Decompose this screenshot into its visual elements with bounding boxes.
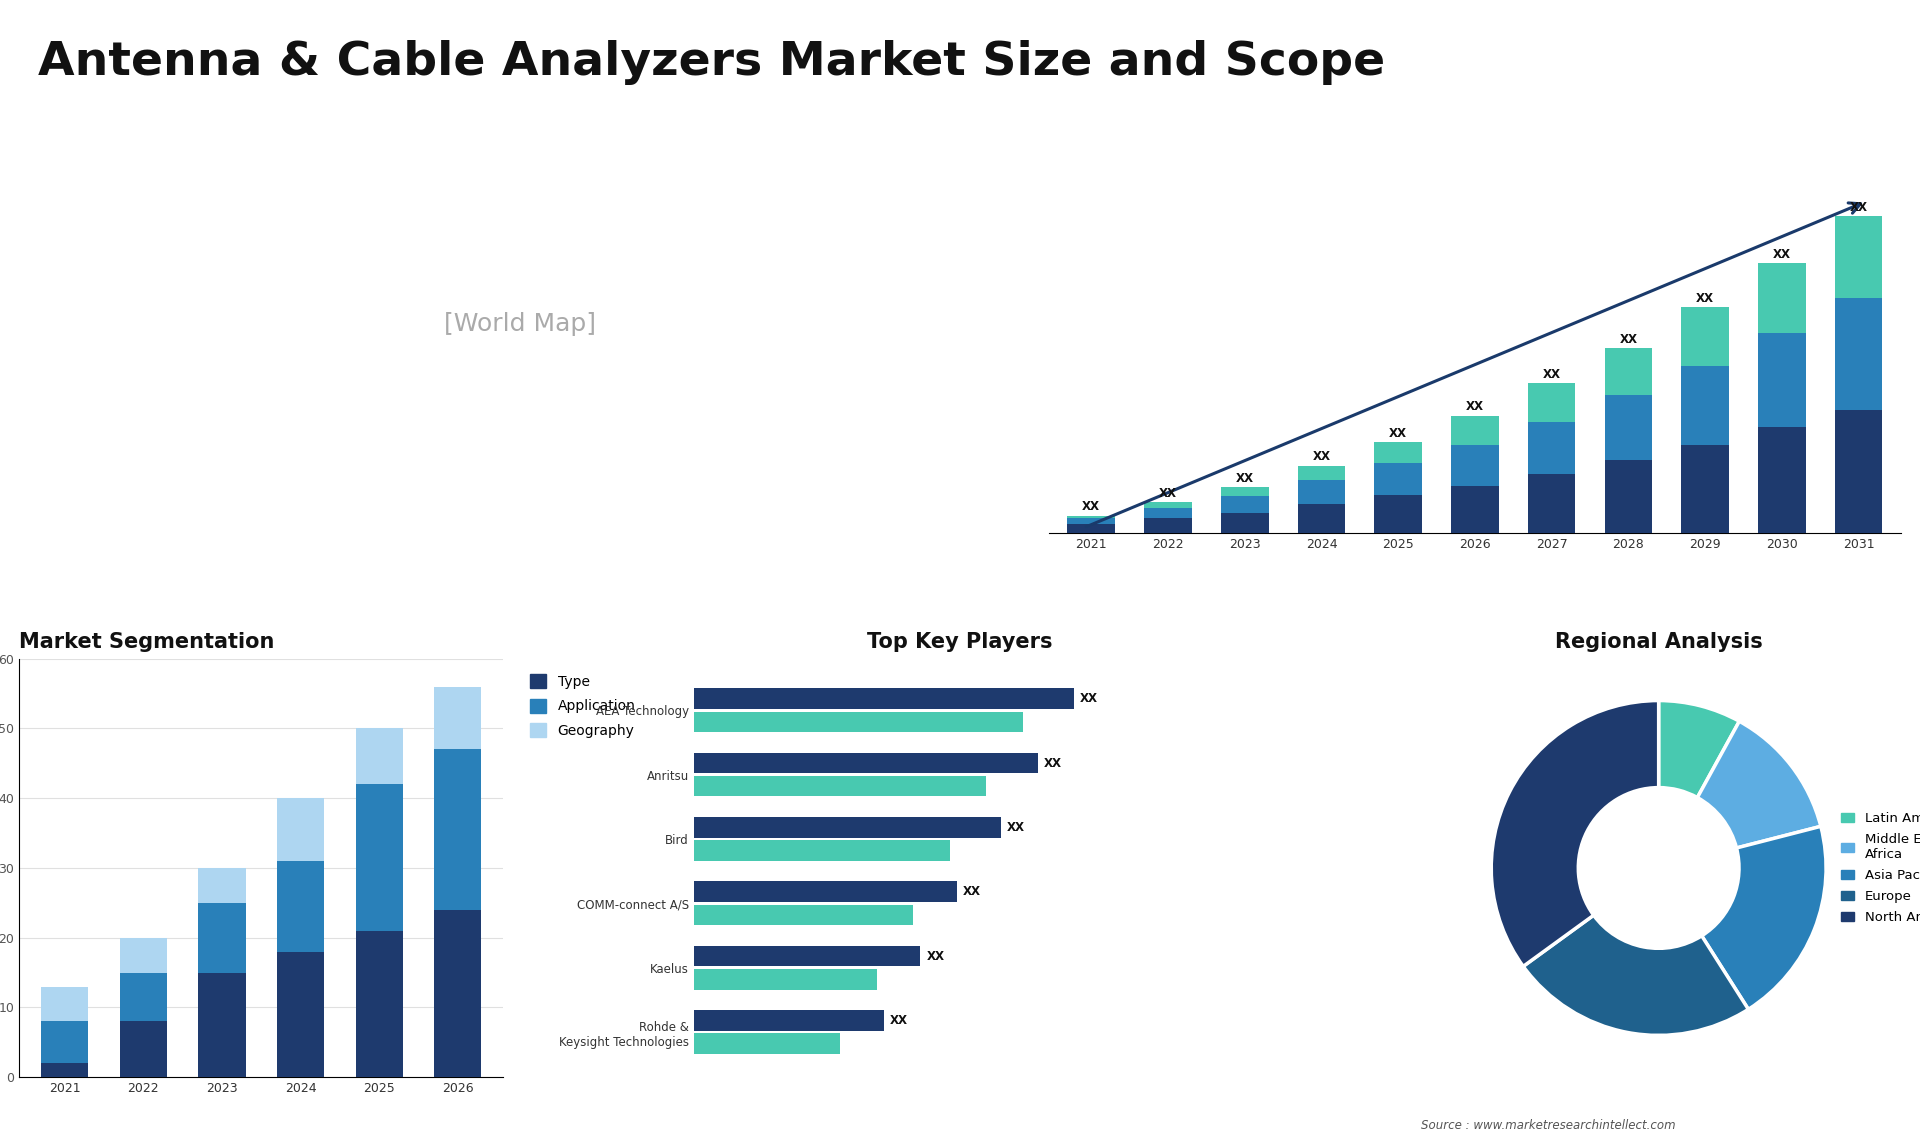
Text: XX: XX <box>1619 332 1638 346</box>
Bar <box>1452 445 1500 486</box>
Text: XX: XX <box>1081 692 1098 705</box>
Bar <box>198 903 246 973</box>
Text: XX: XX <box>889 1014 908 1027</box>
Bar <box>693 970 877 990</box>
Text: XX: XX <box>1695 292 1715 305</box>
Text: Source : www.marketresearchintellect.com: Source : www.marketresearchintellect.com <box>1421 1120 1676 1132</box>
Bar <box>276 861 324 951</box>
Bar <box>1144 518 1192 533</box>
Text: Antenna & Cable Analyzers Market Size and Scope: Antenna & Cable Analyzers Market Size an… <box>38 40 1386 85</box>
Wedge shape <box>1523 916 1749 1035</box>
Bar <box>693 1011 883 1031</box>
Bar <box>434 686 482 749</box>
Wedge shape <box>1701 826 1826 1010</box>
Text: MARKET: MARKET <box>1759 34 1801 44</box>
Text: XX: XX <box>1390 426 1407 440</box>
Bar <box>1221 512 1269 533</box>
Text: INTELLECT: INTELLECT <box>1759 77 1812 86</box>
Bar <box>1375 463 1423 495</box>
Bar <box>355 729 403 784</box>
Bar <box>40 987 88 1021</box>
Text: XX: XX <box>1542 368 1561 382</box>
Bar <box>1759 427 1805 533</box>
Bar <box>693 776 987 796</box>
Bar <box>119 937 167 973</box>
Legend: Type, Application, Geography: Type, Application, Geography <box>530 674 636 738</box>
Bar <box>1836 217 1882 298</box>
Text: XX: XX <box>1467 400 1484 414</box>
Text: XX: XX <box>1313 450 1331 463</box>
Text: Market Segmentation: Market Segmentation <box>19 631 275 652</box>
Bar <box>693 817 1000 838</box>
Text: XX: XX <box>1236 472 1254 485</box>
Bar <box>1528 422 1576 474</box>
Bar <box>693 904 914 925</box>
Bar <box>1452 486 1500 533</box>
Bar <box>1298 465 1346 480</box>
Bar <box>1221 496 1269 512</box>
Bar <box>1605 460 1653 533</box>
Bar <box>40 1021 88 1063</box>
Wedge shape <box>1659 700 1740 798</box>
Bar <box>1528 384 1576 422</box>
Bar <box>1528 474 1576 533</box>
Bar <box>40 1063 88 1077</box>
Bar <box>276 951 324 1077</box>
Bar <box>693 753 1037 774</box>
Text: XX: XX <box>1043 756 1062 769</box>
Bar <box>1759 333 1805 427</box>
Bar <box>1759 264 1805 333</box>
Bar <box>1068 525 1116 533</box>
Bar <box>693 712 1023 732</box>
Bar <box>1452 416 1500 445</box>
Bar <box>1682 307 1728 366</box>
Bar <box>355 931 403 1077</box>
Bar <box>434 749 482 910</box>
Text: RESEARCH: RESEARCH <box>1759 56 1812 64</box>
Bar <box>1298 504 1346 533</box>
Bar <box>1836 298 1882 410</box>
Bar <box>693 1034 839 1054</box>
Bar <box>1221 487 1269 496</box>
Text: XX: XX <box>1772 248 1791 260</box>
Bar <box>276 799 324 861</box>
Bar <box>1605 395 1653 460</box>
Text: XX: XX <box>925 950 945 963</box>
Text: [World Map]: [World Map] <box>444 312 597 336</box>
Bar <box>1375 442 1423 463</box>
Bar <box>1375 495 1423 533</box>
Bar <box>1682 366 1728 445</box>
Bar <box>1836 410 1882 533</box>
Bar <box>693 840 950 861</box>
Bar <box>693 945 920 966</box>
Bar <box>198 973 246 1077</box>
Bar <box>1144 508 1192 518</box>
Bar <box>693 881 956 902</box>
Polygon shape <box>1663 31 1732 85</box>
Circle shape <box>1578 787 1740 949</box>
Text: XX: XX <box>1849 201 1868 213</box>
Text: XX: XX <box>1006 821 1025 834</box>
Title: Top Key Players: Top Key Players <box>868 631 1052 652</box>
Bar <box>693 689 1073 709</box>
Text: XX: XX <box>964 886 981 898</box>
Bar <box>1068 516 1116 518</box>
Bar <box>1298 480 1346 504</box>
Wedge shape <box>1697 721 1820 848</box>
Bar <box>1682 445 1728 533</box>
Bar <box>355 784 403 931</box>
Bar <box>1144 502 1192 508</box>
Bar <box>119 973 167 1021</box>
Text: XX: XX <box>1083 500 1100 513</box>
Bar <box>119 1021 167 1077</box>
Bar <box>1068 518 1116 525</box>
Wedge shape <box>1492 700 1659 966</box>
Text: XX: XX <box>1160 487 1177 500</box>
Title: Regional Analysis: Regional Analysis <box>1555 631 1763 652</box>
Bar <box>1605 348 1653 395</box>
Bar <box>434 910 482 1077</box>
Bar <box>198 868 246 903</box>
Legend: Latin America, Middle East &
Africa, Asia Pacific, Europe, North America: Latin America, Middle East & Africa, Asi… <box>1841 813 1920 924</box>
